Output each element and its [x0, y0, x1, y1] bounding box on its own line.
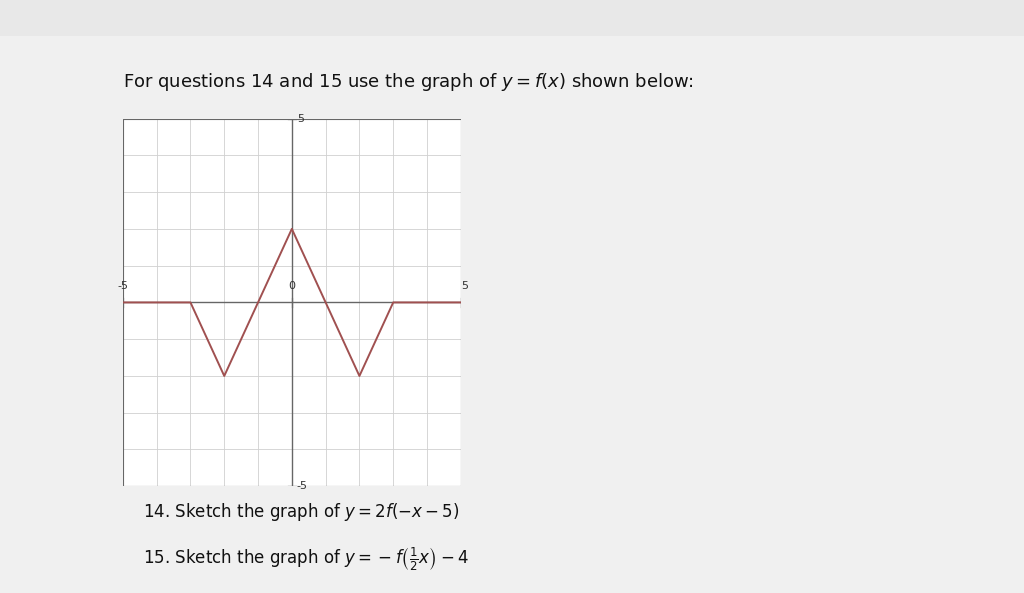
Text: 15. Sketch the graph of $y = -f\left(\frac{1}{2}x\right) - 4$: 15. Sketch the graph of $y = -f\left(\fr…	[143, 546, 469, 573]
Bar	[0, 0, 1024, 36]
Text: 5: 5	[297, 114, 304, 123]
Text: 0: 0	[289, 282, 295, 291]
Text: -5: -5	[118, 282, 128, 291]
Text: -5: -5	[297, 482, 308, 491]
Text: 14. Sketch the graph of $y = 2f(-x - 5)$: 14. Sketch the graph of $y = 2f(-x - 5)$	[143, 501, 460, 523]
Text: For questions 14 and 15 use the graph of $y = f(x)$ shown below:: For questions 14 and 15 use the graph of…	[123, 71, 694, 93]
Text: 5: 5	[461, 282, 468, 291]
